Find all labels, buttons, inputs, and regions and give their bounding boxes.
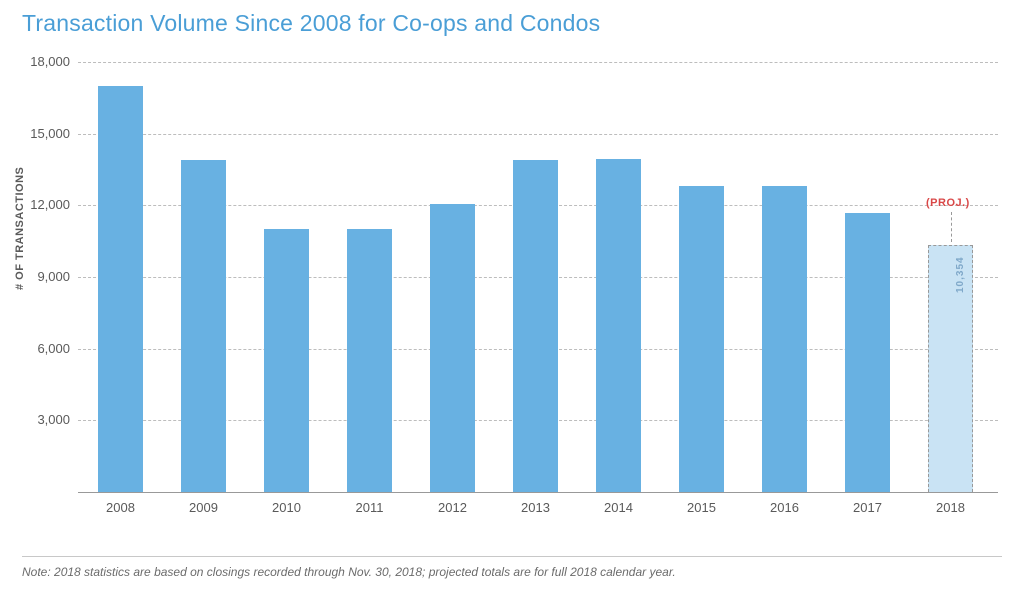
x-tick-label: 2011 <box>340 500 400 515</box>
x-axis <box>78 492 998 493</box>
x-tick-label: 2017 <box>838 500 898 515</box>
gridline <box>78 134 998 135</box>
y-tick-label: 3,000 <box>20 412 70 427</box>
bar <box>845 213 890 493</box>
bar-projected <box>928 245 973 492</box>
y-tick-label: 18,000 <box>20 54 70 69</box>
projected-connector <box>951 212 952 242</box>
y-tick-label: 9,000 <box>20 269 70 284</box>
bar <box>679 186 724 492</box>
x-tick-label: 2015 <box>672 500 732 515</box>
bar <box>98 86 143 492</box>
y-tick-label: 15,000 <box>20 126 70 141</box>
bar <box>264 229 309 492</box>
x-tick-label: 2016 <box>755 500 815 515</box>
projected-bar-value: 10,354 <box>955 256 966 293</box>
y-tick-label: 12,000 <box>20 197 70 212</box>
bar <box>347 229 392 492</box>
gridline <box>78 62 998 63</box>
footnote-divider <box>22 556 1002 557</box>
x-tick-label: 2013 <box>506 500 566 515</box>
footnote-text: Note: 2018 statistics are based on closi… <box>22 565 676 579</box>
x-tick-label: 2014 <box>589 500 649 515</box>
bar <box>762 186 807 492</box>
x-tick-label: 2018 <box>921 500 981 515</box>
bar <box>181 160 226 492</box>
bar <box>430 204 475 492</box>
y-tick-label: 6,000 <box>20 341 70 356</box>
chart-title: Transaction Volume Since 2008 for Co-ops… <box>22 10 600 37</box>
projected-label: (PROJ.) <box>926 197 970 209</box>
bar <box>596 159 641 492</box>
x-tick-label: 2009 <box>174 500 234 515</box>
chart-plot-area: 3,0006,0009,00012,00015,00018,0002008200… <box>78 62 998 512</box>
x-tick-label: 2012 <box>423 500 483 515</box>
x-tick-label: 2008 <box>91 500 151 515</box>
x-tick-label: 2010 <box>257 500 317 515</box>
bar <box>513 160 558 492</box>
